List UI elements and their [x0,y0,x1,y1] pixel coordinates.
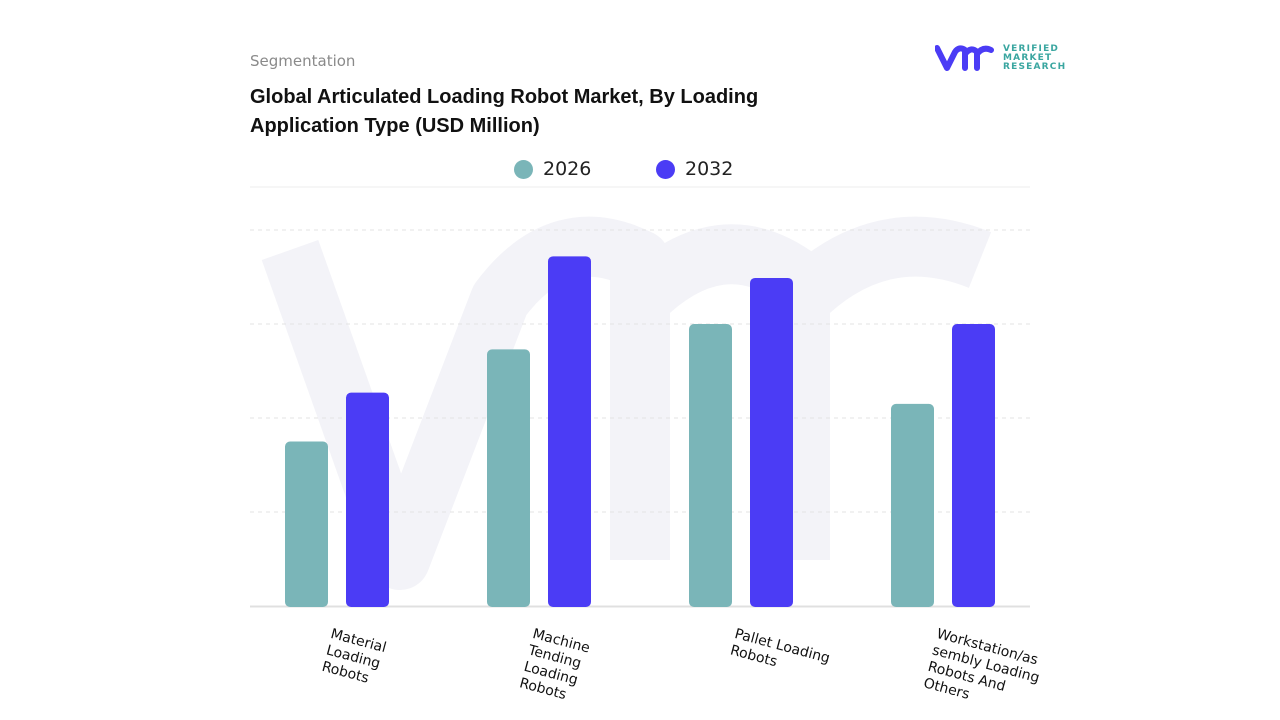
legend-label-2032: 2032 [685,158,734,180]
bar-2026-3 [891,403,934,607]
logo-line1: VERIFIED [1003,43,1060,54]
bar-2032-3 [952,324,995,607]
bar-2026-2 [689,324,732,607]
bar-2032-0 [346,392,389,607]
chart-title: Global Articulated Loading Robot Market,… [250,86,759,137]
bar-2032-2 [750,277,793,607]
logo-line3: RESEARCH [1003,61,1067,72]
legend-item-2026: 2026 [514,158,591,180]
legend-dot-2026 [514,159,533,179]
watermark-logo [261,216,992,590]
logo: VERIFIED MARKET RESEARCH [935,44,1066,72]
legend-item-2032: 2032 [656,158,733,180]
bar-2026-0 [285,441,328,607]
vmr-logo-icon [935,45,994,71]
legend-dot-2032 [656,159,675,179]
legend-label-2026: 2026 [543,158,592,180]
segment-label: Segmentation [250,52,356,70]
bar-2032-1 [548,256,591,607]
logo-line2: MARKET [1003,52,1053,63]
bar-2026-1 [487,349,530,607]
